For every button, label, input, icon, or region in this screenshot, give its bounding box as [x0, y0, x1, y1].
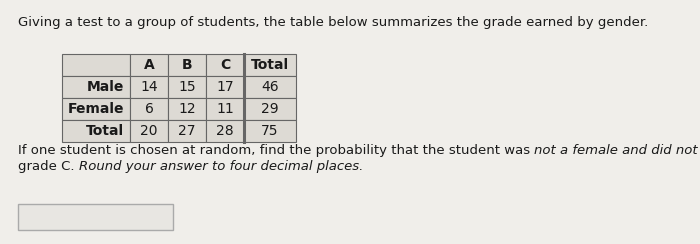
- Bar: [206, 120, 244, 142]
- Text: Female: Female: [67, 102, 124, 116]
- Bar: [62, 120, 130, 142]
- Text: A: A: [144, 58, 155, 72]
- Text: Male: Male: [87, 80, 124, 94]
- Text: 11: 11: [216, 102, 234, 116]
- Text: 29: 29: [261, 102, 279, 116]
- Bar: [18, 204, 173, 230]
- Text: not a female and did not earn: not a female and did not earn: [534, 144, 700, 157]
- Text: 12: 12: [178, 102, 196, 116]
- Bar: [244, 76, 296, 98]
- Text: Total: Total: [86, 124, 124, 138]
- Bar: [130, 76, 168, 98]
- Text: 14: 14: [140, 80, 158, 94]
- Text: 20: 20: [140, 124, 158, 138]
- Text: Round your answer to four decimal places.: Round your answer to four decimal places…: [78, 160, 363, 173]
- Bar: [168, 120, 206, 142]
- Text: 6: 6: [145, 102, 153, 116]
- Bar: [168, 76, 206, 98]
- Bar: [130, 54, 168, 76]
- Bar: [62, 76, 130, 98]
- Bar: [62, 54, 130, 76]
- Bar: [244, 120, 296, 142]
- Bar: [62, 98, 130, 120]
- Text: 46: 46: [261, 80, 279, 94]
- Bar: [206, 54, 244, 76]
- Bar: [130, 98, 168, 120]
- Text: B: B: [182, 58, 192, 72]
- Text: C: C: [220, 58, 230, 72]
- Text: 28: 28: [216, 124, 234, 138]
- Bar: [168, 98, 206, 120]
- Bar: [130, 120, 168, 142]
- Text: 15: 15: [178, 80, 196, 94]
- Bar: [244, 54, 296, 76]
- Text: 27: 27: [178, 124, 196, 138]
- Text: If one student is chosen at random, find the probability that the student was: If one student is chosen at random, find…: [18, 144, 534, 157]
- Text: Total: Total: [251, 58, 289, 72]
- Bar: [206, 76, 244, 98]
- Bar: [244, 98, 296, 120]
- Text: 17: 17: [216, 80, 234, 94]
- Text: Giving a test to a group of students, the table below summarizes the grade earne: Giving a test to a group of students, th…: [18, 16, 648, 29]
- Text: grade C.: grade C.: [18, 160, 78, 173]
- Text: 75: 75: [261, 124, 279, 138]
- Bar: [206, 98, 244, 120]
- Bar: [168, 54, 206, 76]
